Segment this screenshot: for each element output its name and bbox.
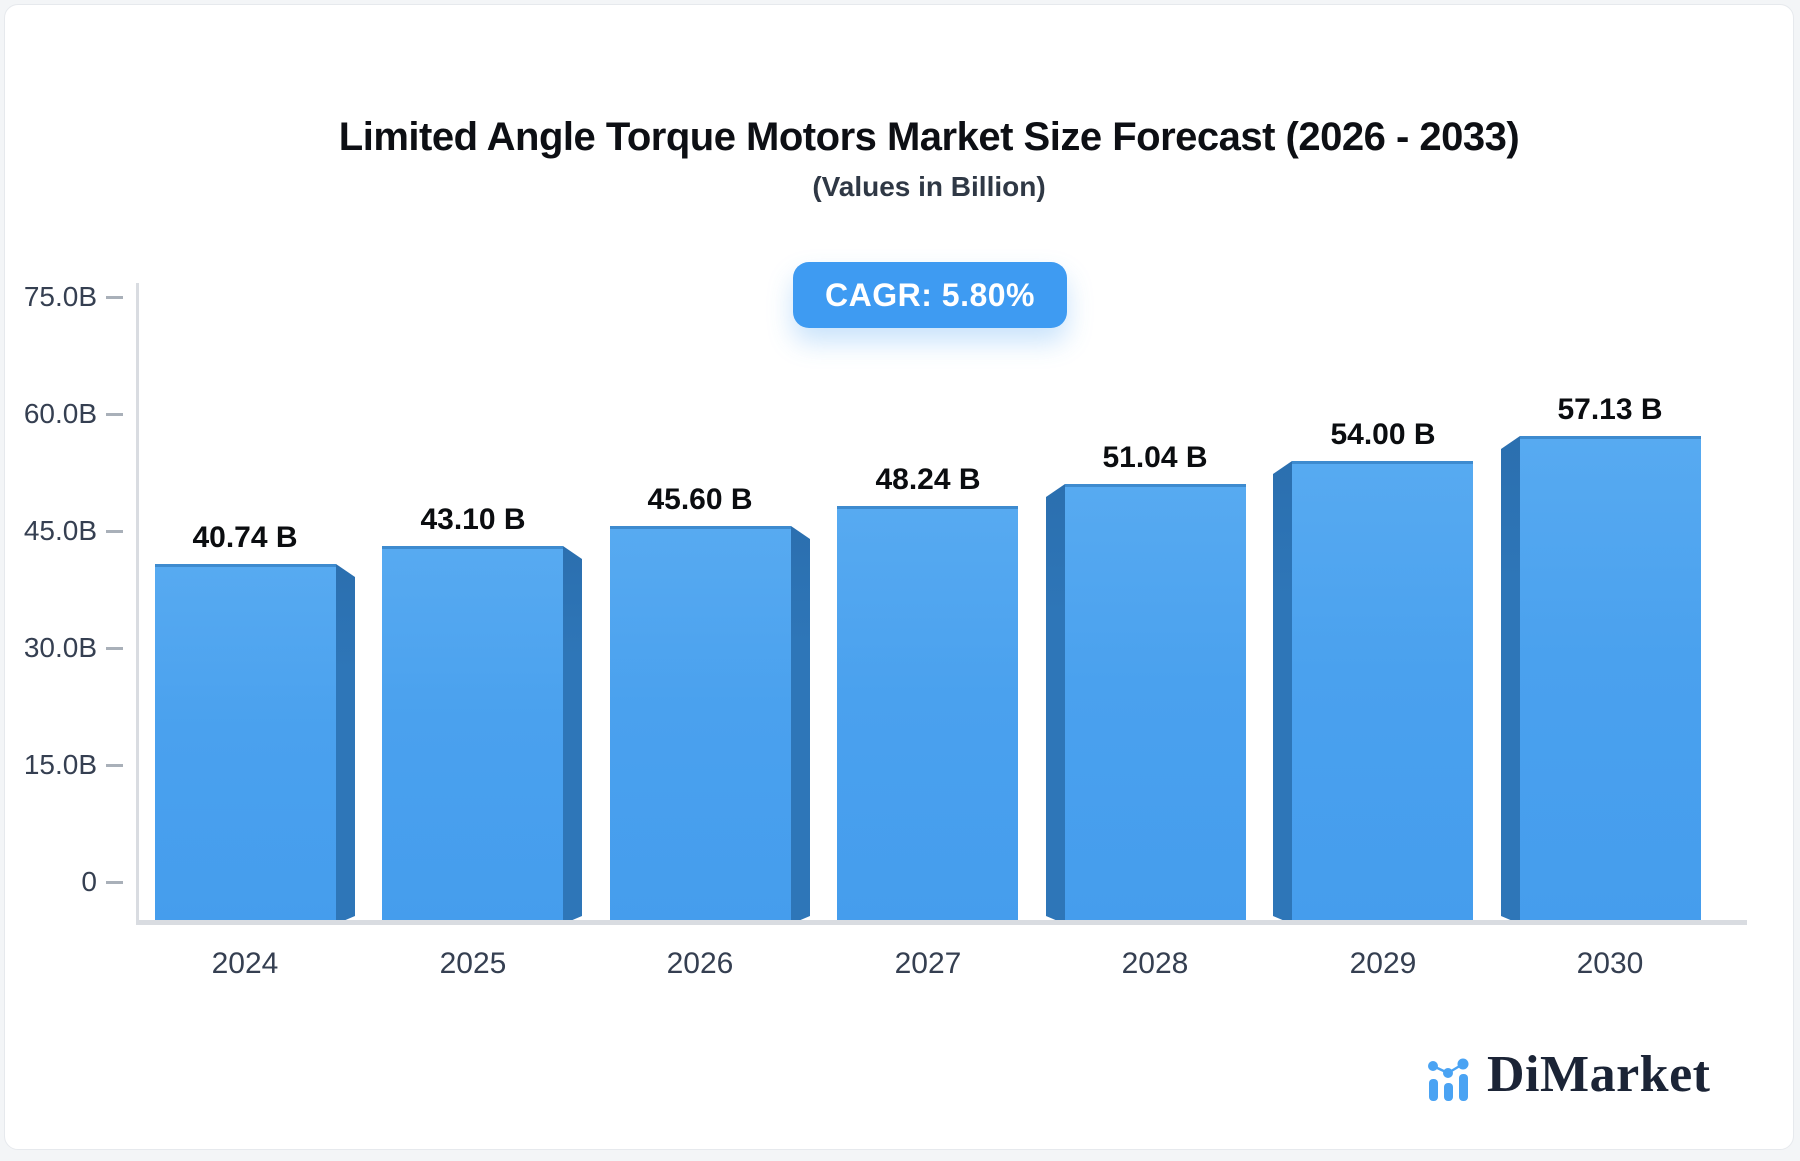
bar-value-label: 48.24 B <box>875 463 981 496</box>
y-axis-line <box>136 283 139 925</box>
x-axis-category-label: 2026 <box>666 947 734 980</box>
cagr-badge: CAGR: 5.80% <box>793 262 1067 328</box>
x-axis-category-label: 2029 <box>1349 947 1417 980</box>
bar-2026 <box>610 526 791 924</box>
chart-title: Limited Angle Torque Motors Market Size … <box>338 115 1520 159</box>
y-axis-tick-label: 60.0B <box>23 398 97 429</box>
y-axis-tick-label: 45.0B <box>23 515 97 546</box>
y-axis-tick-label: 30.0B <box>23 632 97 663</box>
dimarket-logo-text: DiMarket <box>1487 1046 1711 1103</box>
bar-value-label: 40.74 B <box>192 521 298 554</box>
x-axis-category-label: 2028 <box>1121 947 1189 980</box>
bar-value-label: 51.04 B <box>1102 441 1208 474</box>
chart-card: Limited Angle Torque Motors Market Size … <box>4 4 1794 1150</box>
bar-3d-side-2026 <box>791 526 810 924</box>
y-axis-tick-label: 15.0B <box>23 749 97 780</box>
bar-2027 <box>837 506 1018 924</box>
bar-3d-side-2025 <box>563 546 582 924</box>
bar-value-label: 54.00 B <box>1330 418 1436 451</box>
x-axis-category-label: 2025 <box>439 947 507 980</box>
x-axis-line <box>136 920 1747 925</box>
bar-3d-side-2029 <box>1273 461 1292 924</box>
bar-2024 <box>155 564 336 924</box>
y-axis-tick-mark <box>106 764 123 767</box>
y-axis-tick-mark <box>106 296 123 299</box>
y-axis-tick-mark <box>106 413 123 416</box>
y-axis-tick-label: 75.0B <box>23 281 97 312</box>
y-axis-tick-mark <box>106 530 123 533</box>
y-axis-tick-mark <box>106 881 123 884</box>
bar-value-label: 45.60 B <box>647 483 753 516</box>
bar-2029 <box>1292 461 1473 924</box>
bar-value-label: 43.10 B <box>420 503 526 536</box>
bar-2028 <box>1065 484 1246 924</box>
bar-chart-plot-area: 75.0B 60.0B 45.0B 30.0B 15.0B 0 40.74 B 2024 43.… <box>5 5 1800 1161</box>
y-axis-tick-mark <box>106 647 123 650</box>
y-axis-tick-label: 0 <box>81 866 97 897</box>
mini-bar-chart-trend-icon <box>1428 1058 1469 1101</box>
chart-subtitle: (Values in Billion) <box>812 171 1046 202</box>
bar-3d-side-2024 <box>336 564 355 924</box>
dimarket-logo: DiMarket <box>1423 1043 1710 1101</box>
bar-2025 <box>382 546 563 924</box>
bar-value-label: 57.13 B <box>1557 393 1663 426</box>
x-axis-category-label: 2027 <box>894 947 962 980</box>
x-axis-category-label: 2024 <box>211 947 279 980</box>
bar-3d-side-2028 <box>1046 484 1065 924</box>
bar-2030 <box>1520 436 1701 924</box>
bar-3d-side-2030 <box>1501 436 1520 924</box>
x-axis-category-label: 2030 <box>1576 947 1644 980</box>
